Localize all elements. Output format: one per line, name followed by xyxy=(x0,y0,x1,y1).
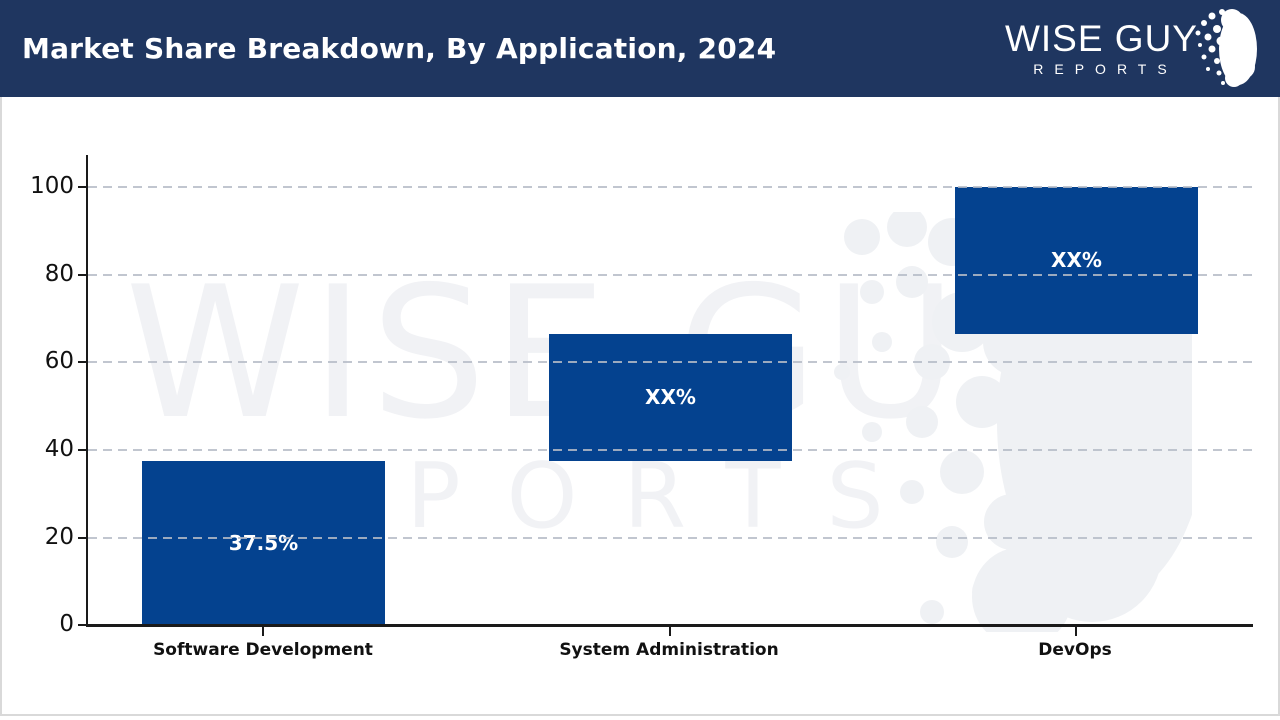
y-tick-mark xyxy=(78,624,86,626)
x-axis-line xyxy=(86,624,1253,627)
bar-value-label: XX% xyxy=(645,385,696,410)
bar-system-administration[interactable]: XX% xyxy=(549,333,792,461)
y-tick-label: 20 xyxy=(44,524,74,550)
gridline-80 xyxy=(88,274,1253,276)
y-tick-label: 100 xyxy=(30,173,74,199)
y-tick-mark xyxy=(78,186,86,188)
y-tick-mark xyxy=(78,361,86,363)
logo-wordmark-line1: WISE GUY xyxy=(1004,18,1198,59)
logo-wordmark: WISE GUY REPORTS xyxy=(1005,20,1198,77)
x-category-label-software-development: Software Development xyxy=(153,640,373,660)
y-tick-label: 60 xyxy=(44,348,74,374)
y-axis-line xyxy=(86,155,88,626)
wise-guy-logo: WISE GUY REPORTS xyxy=(1005,7,1258,91)
logo-face-icon xyxy=(1195,8,1257,87)
x-category-label-devops: DevOps xyxy=(1038,640,1112,660)
y-tick-label: 0 xyxy=(59,611,74,637)
gridline-20 xyxy=(88,537,1253,539)
gridline-60 xyxy=(88,361,1253,363)
y-tick-mark xyxy=(78,537,86,539)
logo-wordmark-line2: REPORTS xyxy=(1033,61,1178,77)
y-tick-label: 40 xyxy=(44,436,74,462)
bar-value-label: 37.5% xyxy=(228,530,299,555)
y-tick-label: 80 xyxy=(44,261,74,287)
x-tick-mark xyxy=(262,627,264,636)
bar-software-development[interactable]: 37.5% xyxy=(142,460,385,625)
gridline-40 xyxy=(88,449,1253,451)
y-tick-mark xyxy=(78,274,86,276)
x-tick-mark xyxy=(1075,627,1077,636)
x-tick-mark xyxy=(669,627,671,636)
gridline-100 xyxy=(88,186,1253,188)
bar-value-label: XX% xyxy=(1051,248,1102,273)
y-tick-mark xyxy=(78,449,86,451)
x-category-label-system-administration: System Administration xyxy=(559,640,779,660)
bar-devops[interactable]: XX% xyxy=(955,187,1198,334)
page-title: Market Share Breakdown, By Application, … xyxy=(22,32,777,65)
header-bar: Market Share Breakdown, By Application, … xyxy=(0,0,1280,97)
